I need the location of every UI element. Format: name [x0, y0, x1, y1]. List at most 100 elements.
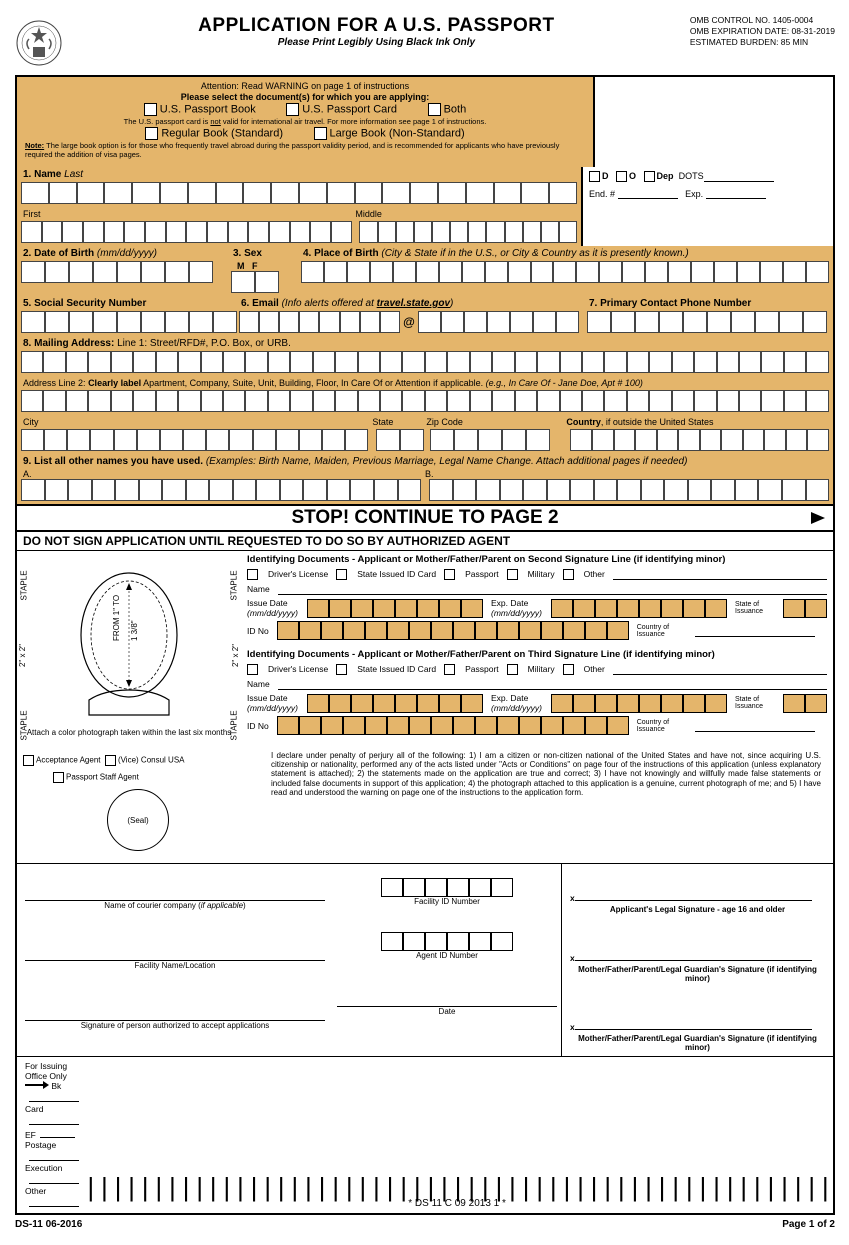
- address2-input[interactable]: [21, 390, 829, 412]
- military3-checkbox[interactable]: [507, 664, 518, 675]
- countryof2-input[interactable]: [695, 625, 815, 637]
- first-name-input[interactable]: [21, 221, 351, 243]
- acceptance-checkbox[interactable]: [23, 755, 34, 766]
- other2-input[interactable]: [613, 568, 827, 580]
- id-countryof2: Country of Issuance: [637, 624, 687, 638]
- countryof3-input[interactable]: [695, 720, 815, 732]
- stateid2-checkbox[interactable]: [336, 569, 347, 580]
- parent-sig1-input[interactable]: [575, 932, 812, 961]
- agent-staff: Passport Staff Agent: [66, 773, 139, 782]
- vice-checkbox[interactable]: [105, 755, 116, 766]
- f1-label: 1. Name: [23, 169, 61, 180]
- email-local-input[interactable]: [239, 311, 400, 333]
- other3-input[interactable]: [613, 663, 827, 675]
- f6-link: travel.state.gov: [377, 298, 450, 309]
- idno2-input[interactable]: [277, 621, 629, 640]
- ssn-input[interactable]: [21, 311, 231, 333]
- us-seal-icon: [15, 19, 63, 67]
- f3-f: F: [252, 261, 258, 271]
- stateid3-checkbox[interactable]: [336, 664, 347, 675]
- both-checkbox[interactable]: [428, 103, 441, 116]
- dob-input[interactable]: [21, 261, 223, 283]
- idno3-input[interactable]: [277, 716, 629, 735]
- omb-block: OMB CONTROL NO. 1405-0004 OMB EXPIRATION…: [690, 15, 835, 48]
- large-book-checkbox[interactable]: [314, 127, 327, 140]
- ef-input[interactable]: [40, 1127, 75, 1138]
- id-name2: Name: [247, 584, 270, 594]
- photo-attach-area: STAPLE STAPLE 2" x 2" 2" x 2" STAPLE STA…: [17, 551, 241, 745]
- side-end: End. #: [589, 189, 615, 199]
- regular-book-checkbox[interactable]: [145, 127, 158, 140]
- declaration-text: I declare under penalty of perjury all o…: [267, 749, 825, 799]
- address1-input[interactable]: [21, 351, 829, 373]
- facility-name-input[interactable]: [25, 932, 325, 961]
- date-input[interactable]: [337, 978, 557, 1007]
- other3-checkbox[interactable]: [563, 664, 574, 675]
- id-idno2: ID No: [247, 626, 269, 636]
- passport-card-checkbox[interactable]: [286, 103, 299, 116]
- sex-input[interactable]: [231, 271, 293, 293]
- id-hdr3: Identifying Documents - Applicant or Mot…: [247, 649, 827, 660]
- stateof2-input[interactable]: [783, 599, 827, 618]
- issue2-input[interactable]: [307, 599, 483, 618]
- date-label: Date: [337, 1007, 557, 1016]
- stateof3-input[interactable]: [783, 694, 827, 713]
- card-input[interactable]: [29, 1114, 79, 1125]
- staff-checkbox[interactable]: [53, 772, 64, 783]
- f1-first: First: [17, 207, 355, 221]
- passport-book-checkbox[interactable]: [144, 103, 157, 116]
- bk-input[interactable]: [29, 1091, 79, 1102]
- execution-label: Execution: [25, 1163, 62, 1173]
- state-input[interactable]: [376, 429, 422, 451]
- end-input[interactable]: [618, 188, 678, 199]
- auth-sig-input[interactable]: [25, 992, 325, 1021]
- f9-b: B.: [425, 469, 833, 479]
- pob-input[interactable]: [301, 261, 829, 283]
- last-name-input[interactable]: [21, 182, 577, 204]
- issuing-label: For Issuing Office Only: [25, 1061, 67, 1081]
- execution-input[interactable]: [29, 1173, 79, 1184]
- postage-input[interactable]: [29, 1150, 79, 1161]
- email-domain-input[interactable]: [418, 311, 579, 333]
- exp2-input[interactable]: [551, 599, 727, 618]
- id-stateid2: State Issued ID Card: [357, 569, 436, 579]
- exp-input[interactable]: [706, 188, 766, 199]
- agent-id-label: Agent ID Number: [337, 951, 557, 960]
- idname3-input[interactable]: [278, 678, 827, 690]
- dl2-checkbox[interactable]: [247, 569, 258, 580]
- country-input[interactable]: [570, 429, 829, 451]
- d-checkbox[interactable]: [589, 171, 600, 182]
- issuing-office-row: For Issuing Office Only Bk Card EF Posta…: [17, 1056, 833, 1213]
- applicant-sig-input[interactable]: [575, 872, 812, 901]
- city-input[interactable]: [21, 429, 368, 451]
- exp3-input[interactable]: [551, 694, 727, 713]
- courier-name-input[interactable]: [25, 872, 325, 901]
- other2-checkbox[interactable]: [563, 569, 574, 580]
- zip-input[interactable]: [430, 429, 562, 451]
- agent-id-input[interactable]: [337, 932, 557, 951]
- id-stateid3: State Issued ID Card: [357, 664, 436, 674]
- side-d: D: [602, 171, 609, 181]
- military2-checkbox[interactable]: [507, 569, 518, 580]
- facility-id-input[interactable]: [337, 878, 557, 897]
- passport3-checkbox[interactable]: [444, 664, 455, 675]
- othername-b-input[interactable]: [429, 479, 829, 501]
- middle-name-input[interactable]: [359, 221, 577, 243]
- id-passport2: Passport: [465, 569, 499, 579]
- office-photo-placeholder: [593, 77, 833, 167]
- parent-sig2-input[interactable]: [575, 1001, 812, 1030]
- idname2-input[interactable]: [278, 583, 827, 595]
- issue3-input[interactable]: [307, 694, 483, 713]
- dep-checkbox[interactable]: [644, 171, 655, 182]
- other-input[interactable]: [29, 1196, 79, 1207]
- f3-label: 3. Sex: [227, 246, 297, 261]
- f2-fmt: (mm/dd/yyyy): [97, 248, 157, 259]
- phone-input[interactable]: [587, 311, 829, 333]
- id-exp2: Exp. Date: [491, 598, 528, 608]
- dots-input[interactable]: [704, 171, 774, 182]
- o-checkbox[interactable]: [616, 171, 627, 182]
- dl3-checkbox[interactable]: [247, 664, 258, 675]
- othername-a-input[interactable]: [21, 479, 421, 501]
- svg-text:FROM 1" TO: FROM 1" TO: [112, 595, 121, 641]
- passport2-checkbox[interactable]: [444, 569, 455, 580]
